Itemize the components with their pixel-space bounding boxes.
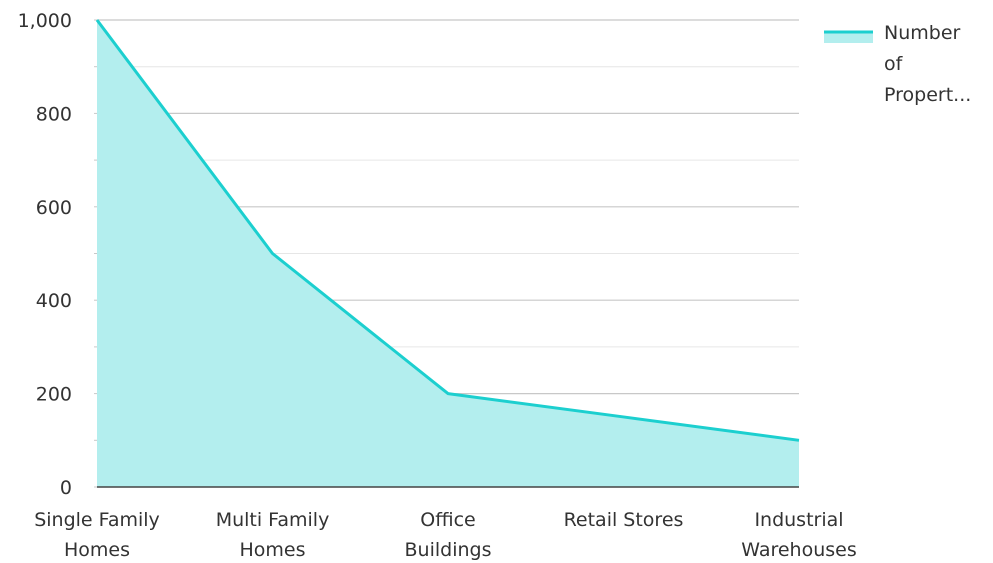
legend-label-line: of (884, 53, 904, 75)
y-tick-label: 800 (36, 103, 72, 125)
x-axis-ticks: Single Family Homes Multi Family Homes Offic… (34, 509, 857, 561)
series-line-number-of-properties (95, 19, 800, 442)
x-tick-label: Retail Stores (564, 509, 684, 531)
legend[interactable]: Number of Propert... (824, 22, 971, 106)
legend-label: Number of Propert... (884, 22, 971, 106)
x-tick-label: Multi Family Homes (216, 509, 330, 561)
x-tick-label: Office Buildings (405, 509, 492, 561)
legend-label-line: Propert... (884, 84, 971, 106)
y-tick-label: 400 (36, 290, 72, 312)
y-tick-label: 600 (36, 197, 72, 219)
y-tick-label: 1,000 (18, 10, 72, 32)
legend-swatch-fill (824, 32, 873, 43)
x-tick-label: Single Family Homes (34, 509, 160, 561)
y-axis-ticks: 0 200 400 600 800 1,000 (18, 10, 72, 499)
area-fill-number-of-properties (97, 20, 799, 487)
y-tick-label: 200 (36, 384, 72, 406)
x-tick-label: Industrial Warehouses (741, 509, 857, 561)
y-tick-label: 0 (60, 477, 72, 499)
legend-label-line: Number (884, 22, 961, 44)
